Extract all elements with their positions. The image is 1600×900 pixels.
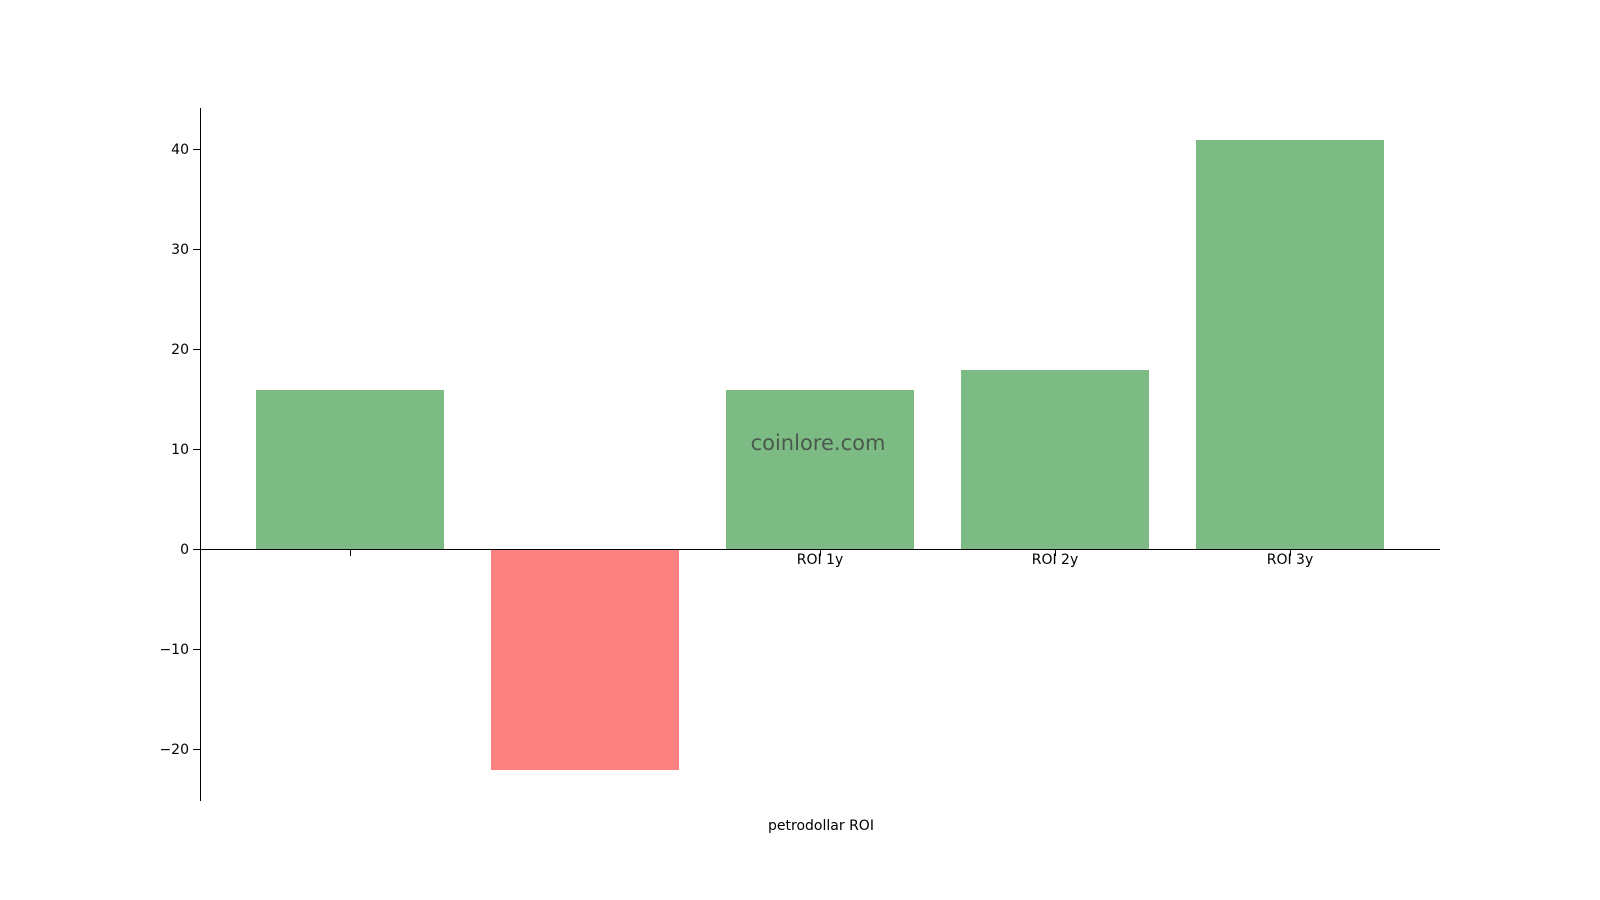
watermark-text: coinlore.com — [750, 431, 886, 455]
y-tick-label: 40 — [171, 141, 189, 158]
x-tick-label: ROI 2y — [1031, 552, 1079, 568]
y-tick-mark — [193, 649, 200, 650]
bar-positive — [1196, 139, 1384, 550]
y-tick-mark — [193, 349, 200, 350]
x-tick-label: ROI 3y — [1266, 552, 1314, 568]
bar-positive — [256, 389, 444, 550]
y-axis-spine — [199, 108, 201, 801]
x-tick-mark — [819, 549, 821, 556]
y-tick-label: 30 — [171, 241, 189, 258]
y-tick-mark — [193, 449, 200, 450]
y-tick-mark — [193, 749, 200, 750]
x-tick-label: ROI 1y — [796, 552, 844, 568]
bar-positive — [726, 389, 914, 550]
y-tick-label: 20 — [171, 341, 189, 358]
y-tick-label: −10 — [159, 641, 189, 658]
y-tick-mark — [193, 549, 200, 550]
y-tick-mark — [193, 249, 200, 250]
y-tick-label: −20 — [159, 741, 189, 758]
y-tick-label: 10 — [171, 441, 189, 458]
x-tick-mark — [1054, 549, 1056, 556]
y-tick-label: 0 — [180, 541, 189, 558]
x-tick-mark — [349, 549, 351, 556]
x-axis-title: petrodollar ROI — [768, 818, 874, 834]
bar-negative — [491, 549, 679, 770]
x-tick-mark — [1289, 549, 1291, 556]
bar-positive — [961, 369, 1149, 550]
x-axis-line — [200, 549, 1440, 550]
y-tick-mark — [193, 149, 200, 150]
